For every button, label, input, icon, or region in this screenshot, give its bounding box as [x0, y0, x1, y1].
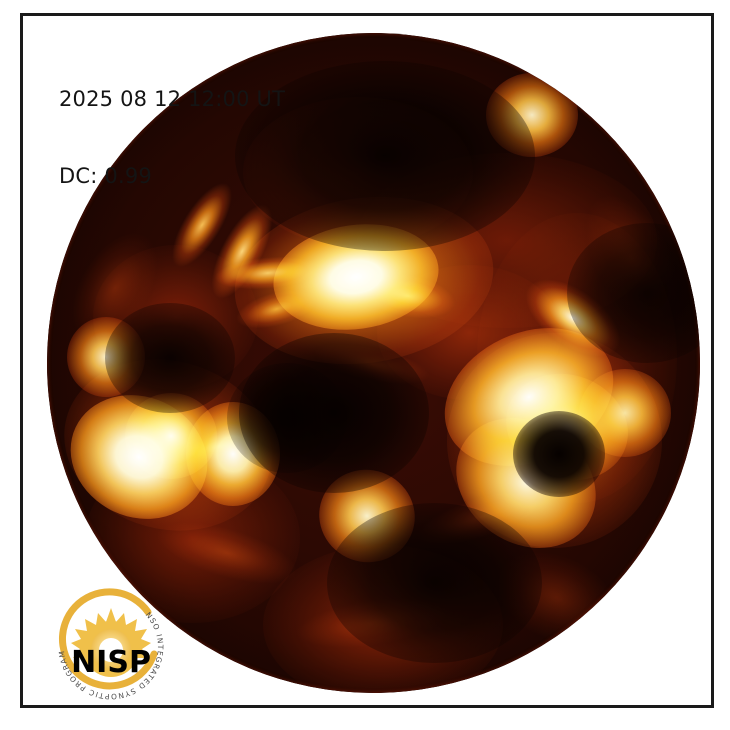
nisp-logo: NSO INTEGRATED SYNOPTIC PROGRAM NISP — [50, 586, 172, 705]
annotation-text: 2025 08 12 12:00 UT DC: 0.99 — [59, 36, 285, 241]
observation-datetime: 2025 08 12 12:00 UT — [59, 87, 286, 112]
image-frame: 2025 08 12 12:00 UT DC: 0.99 — [20, 13, 714, 708]
duty-cycle-label: DC: 0.99 — [59, 164, 152, 189]
logo-acronym: NISP — [71, 645, 151, 680]
